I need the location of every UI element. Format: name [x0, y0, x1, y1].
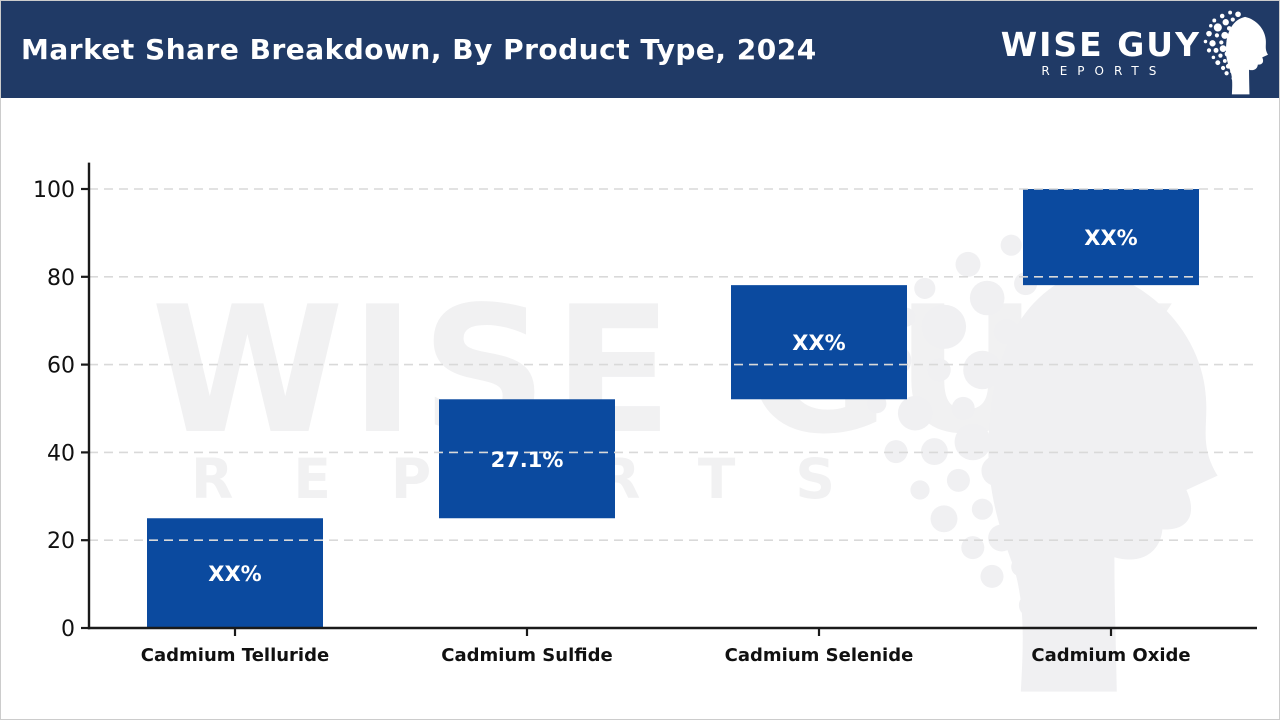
x-category-label: Cadmium Oxide — [1031, 645, 1190, 666]
header-bar: Market Share Breakdown, By Product Type,… — [1, 1, 1279, 98]
bars-layer — [147, 189, 1199, 628]
y-tick-label: 20 — [47, 529, 75, 554]
y-tick-label: 100 — [33, 178, 75, 203]
chart-area: WISE GUY REPORTS XX%Cadmium Telluride27.… — [1, 98, 1279, 719]
page-title: Market Share Breakdown, By Product Type,… — [21, 33, 817, 66]
bar-value-label: 27.1% — [491, 448, 564, 472]
bar-value-label: XX% — [1084, 226, 1137, 250]
y-tick-label: 40 — [47, 441, 75, 466]
bar-value-label: XX% — [208, 562, 261, 586]
x-category-label: Cadmium Selenide — [725, 645, 914, 666]
wise-guy-logo: WISE GUY REPORTS — [1001, 9, 1275, 97]
axes-layer — [81, 162, 1257, 636]
bar-value-label: XX% — [792, 331, 845, 355]
bar-1 — [439, 399, 615, 519]
labels-layer: XX% Cadmium Telluride 27.1% Cadmium Sulfide… — [33, 178, 1191, 666]
bar-0 — [147, 518, 323, 628]
logo-text: WISE GUY REPORTS — [1001, 28, 1201, 78]
y-tick-label: 80 — [47, 266, 75, 291]
waterfall-chart: WISE GUY REPORTS XX%Cadmium Telluride27.… — [33, 162, 1257, 692]
y-tick-label: 0 — [61, 617, 75, 642]
logo-brand-sub: REPORTS — [1041, 64, 1167, 78]
x-category-label: Cadmium Telluride — [141, 645, 329, 666]
x-category-label: Cadmium Sulfide — [441, 645, 612, 666]
y-tick-label: 60 — [47, 354, 75, 379]
bar-3 — [1023, 189, 1199, 286]
logo-brand-name: WISE GUY — [1000, 25, 1201, 64]
bar-2 — [731, 285, 907, 400]
